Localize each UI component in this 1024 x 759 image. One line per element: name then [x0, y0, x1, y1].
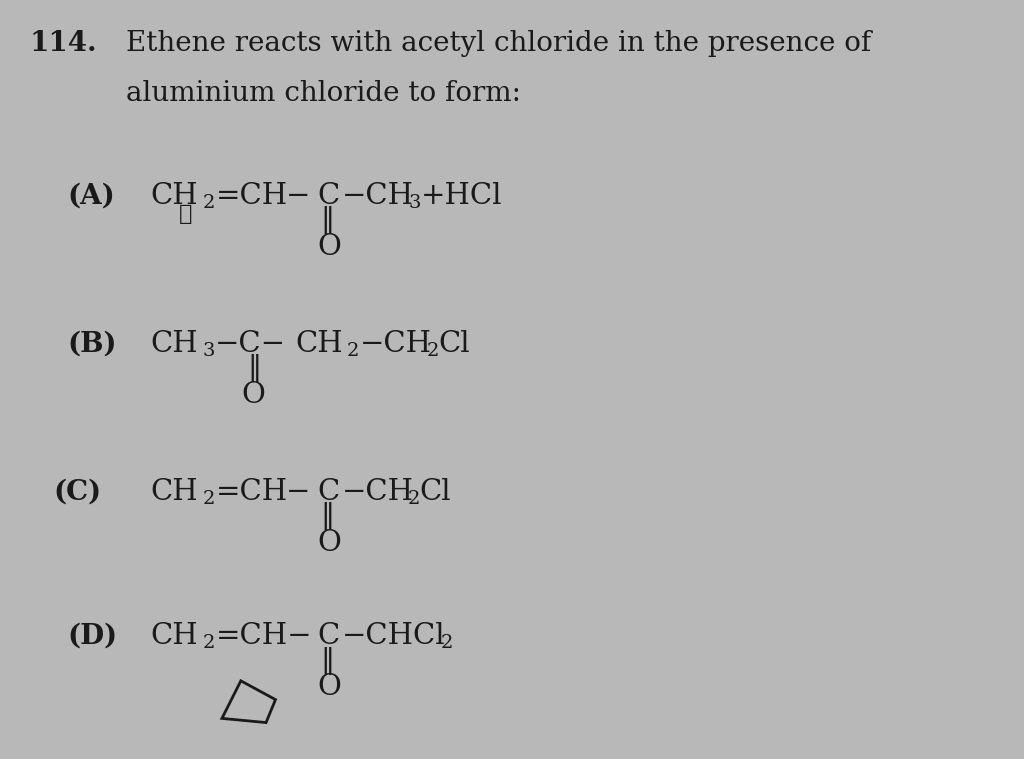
Text: =CH−: =CH− — [216, 622, 312, 650]
Text: −CH: −CH — [342, 182, 414, 210]
Text: CH: CH — [151, 330, 198, 358]
Text: =CH: =CH — [216, 182, 288, 210]
Text: C: C — [316, 622, 339, 650]
Text: O: O — [316, 233, 341, 261]
Text: ‖: ‖ — [321, 206, 335, 235]
Text: =CH: =CH — [216, 478, 288, 506]
Text: 2: 2 — [203, 634, 215, 652]
Text: Cl: Cl — [438, 330, 470, 358]
Text: 2: 2 — [441, 634, 454, 652]
Text: Ethene reacts with acetyl chloride in the presence of: Ethene reacts with acetyl chloride in th… — [126, 30, 871, 58]
Text: 114.: 114. — [29, 30, 96, 58]
Text: 3: 3 — [408, 194, 421, 212]
Text: CH: CH — [151, 622, 198, 650]
Text: 2: 2 — [203, 490, 215, 508]
Text: 2: 2 — [203, 194, 215, 212]
Text: CH: CH — [151, 182, 198, 210]
Text: O: O — [242, 381, 265, 409]
Text: −: − — [286, 182, 310, 210]
Text: ‖: ‖ — [321, 647, 335, 675]
Text: C: C — [316, 182, 339, 210]
Text: C: C — [316, 478, 339, 506]
Text: CH: CH — [296, 330, 343, 358]
Text: O: O — [316, 673, 341, 701]
Text: (C): (C) — [53, 478, 101, 505]
Text: Cl: Cl — [420, 478, 452, 506]
Text: −: − — [286, 478, 310, 506]
Text: ‖: ‖ — [321, 502, 335, 531]
Text: (D): (D) — [68, 622, 118, 650]
Text: O: O — [316, 529, 341, 557]
Text: 3: 3 — [203, 342, 215, 360]
Text: aluminium chloride to form:: aluminium chloride to form: — [126, 80, 521, 107]
Text: 2: 2 — [347, 342, 359, 360]
Text: 2: 2 — [426, 342, 439, 360]
Text: −CH: −CH — [359, 330, 431, 358]
Text: CH: CH — [151, 478, 198, 506]
Text: ‖: ‖ — [247, 354, 261, 383]
Text: −CH: −CH — [342, 478, 414, 506]
Text: (A): (A) — [68, 182, 116, 209]
Text: −C−: −C− — [215, 330, 286, 358]
Text: ˎ: ˎ — [179, 203, 193, 225]
Text: +HCl: +HCl — [421, 182, 502, 210]
Text: (B): (B) — [68, 330, 118, 357]
Text: 2: 2 — [408, 490, 421, 508]
Text: −CHCl: −CHCl — [342, 622, 445, 650]
